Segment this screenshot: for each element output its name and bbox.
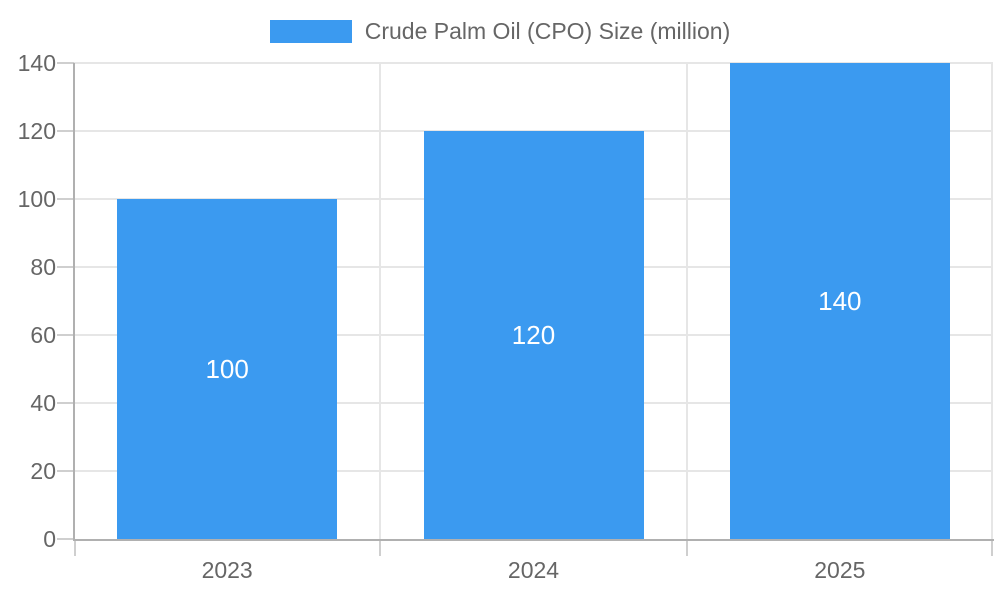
y-axis-line [73, 63, 75, 540]
legend-item[interactable]: Crude Palm Oil (CPO) Size (million) [0, 16, 1000, 46]
bar [423, 131, 644, 539]
y-tick-mark [57, 198, 74, 200]
x-tick-mark [74, 541, 76, 556]
y-tick-label: 40 [30, 390, 56, 416]
x-gridline [685, 63, 688, 539]
bar [729, 63, 950, 539]
x-tick-mark [991, 541, 993, 556]
x-tick-mark [379, 541, 382, 556]
y-tick-mark [57, 266, 74, 268]
y-tick-mark [57, 334, 74, 336]
plot-area: 0 20 40 60 80 100 120 140 100 2023 120 2024 140 2025 [18, 50, 993, 583]
y-tick-mark [57, 538, 74, 540]
x-tick-mark [685, 541, 688, 556]
x-gridline [379, 63, 382, 539]
x-gridline [991, 63, 993, 539]
x-tick-label: 2023 [201, 557, 253, 583]
y-tick-mark [57, 130, 74, 132]
y-tick-label: 100 [17, 186, 56, 212]
legend-label: Crude Palm Oil (CPO) Size (million) [364, 17, 731, 44]
y-tick-label: 60 [30, 322, 56, 348]
legend-swatch-icon [269, 19, 352, 43]
x-axis-line [73, 539, 994, 541]
bar-value-label: 140 [818, 286, 862, 316]
y-tick-label: 140 [17, 50, 56, 76]
y-tick-mark [57, 402, 74, 404]
x-tick-label: 2024 [507, 557, 560, 583]
y-tick-mark [57, 62, 74, 64]
bar-value-label: 100 [205, 354, 249, 384]
bar-value-label: 120 [511, 320, 556, 350]
x-tick-label: 2025 [814, 557, 866, 583]
y-tick-label: 0 [43, 526, 56, 552]
y-tick-label: 20 [30, 458, 56, 484]
y-tick-label: 80 [30, 254, 56, 280]
bar [117, 199, 338, 539]
y-tick-mark [57, 470, 74, 472]
y-tick-label: 120 [17, 118, 56, 144]
y-gridline [74, 62, 993, 64]
